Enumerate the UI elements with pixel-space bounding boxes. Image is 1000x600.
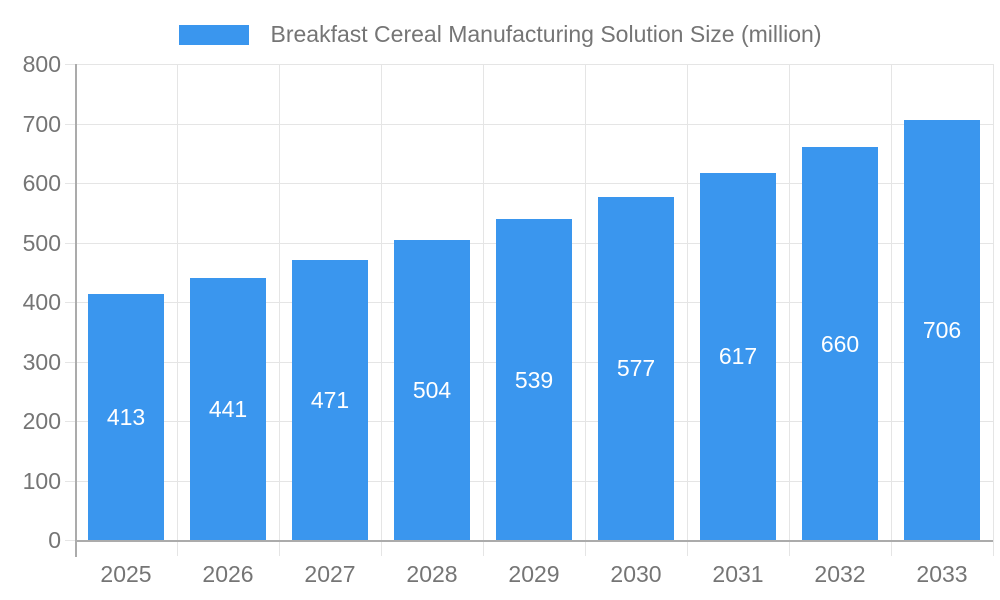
y-tick-label: 700 bbox=[22, 110, 61, 137]
gridline-vertical bbox=[789, 64, 790, 540]
y-axis-tick bbox=[65, 302, 75, 303]
y-tick-label: 100 bbox=[22, 467, 61, 494]
bar-value-label: 706 bbox=[922, 316, 962, 343]
y-tick-label: 800 bbox=[22, 51, 61, 77]
legend[interactable]: Breakfast Cereal Manufacturing Solution … bbox=[0, 21, 1000, 48]
bar[interactable] bbox=[598, 196, 674, 540]
bar[interactable] bbox=[700, 172, 776, 540]
x-tick-label: 2029 bbox=[508, 561, 560, 587]
x-axis-tick bbox=[993, 540, 994, 556]
y-tick-label: 400 bbox=[22, 289, 61, 315]
y-tick-label: 600 bbox=[22, 170, 61, 196]
y-axis-tick bbox=[65, 183, 75, 184]
gridline-vertical bbox=[585, 64, 586, 540]
bar-value-label: 504 bbox=[412, 377, 452, 404]
x-tick-label: 2028 bbox=[406, 561, 458, 587]
gridline-vertical bbox=[483, 64, 484, 540]
x-tick-label: 2025 bbox=[100, 561, 152, 587]
x-tick-label: 2031 bbox=[712, 561, 764, 587]
legend-label: Breakfast Cereal Manufacturing Solution … bbox=[270, 21, 822, 47]
bar[interactable] bbox=[88, 294, 164, 540]
y-tick-label: 0 bbox=[48, 527, 61, 553]
y-axis-tick bbox=[65, 540, 75, 541]
x-tick-label: 2032 bbox=[814, 561, 866, 587]
y-axis-tick bbox=[65, 242, 75, 244]
gridline-vertical bbox=[279, 64, 280, 540]
y-axis-line bbox=[75, 64, 77, 557]
x-tick-label: 2030 bbox=[610, 561, 662, 587]
x-tick-label: 2027 bbox=[304, 561, 356, 587]
gridline-vertical bbox=[891, 64, 892, 540]
bar-value-label: 539 bbox=[514, 366, 554, 393]
gridline-horizontal bbox=[75, 64, 993, 65]
bar[interactable] bbox=[292, 259, 368, 540]
y-axis-tick bbox=[65, 64, 75, 65]
gridline-vertical bbox=[177, 64, 178, 540]
bar-value-label: 471 bbox=[310, 386, 350, 413]
gridline-horizontal bbox=[75, 183, 993, 184]
x-axis-tick bbox=[483, 540, 484, 556]
bar-value-label: 441 bbox=[208, 395, 248, 422]
y-tick-label: 300 bbox=[22, 348, 61, 375]
x-axis-tick bbox=[585, 540, 586, 556]
bar-value-label: 577 bbox=[616, 355, 656, 382]
bar-value-label: 660 bbox=[820, 330, 860, 357]
y-axis-tick bbox=[65, 361, 75, 363]
x-axis-tick bbox=[381, 540, 382, 556]
x-axis-line bbox=[75, 540, 993, 542]
x-axis-tick bbox=[687, 540, 688, 556]
bar[interactable] bbox=[904, 119, 980, 540]
gridline-vertical bbox=[381, 64, 382, 540]
x-axis-tick bbox=[279, 540, 280, 556]
x-axis-tick bbox=[891, 540, 892, 556]
y-tick-label: 500 bbox=[22, 229, 61, 256]
y-axis-tick bbox=[65, 480, 75, 482]
gridline-vertical bbox=[687, 64, 688, 540]
y-axis-tick bbox=[65, 123, 75, 125]
x-axis-tick bbox=[789, 540, 790, 556]
x-tick-label: 2033 bbox=[916, 561, 968, 587]
bar[interactable] bbox=[802, 147, 878, 540]
y-axis-tick bbox=[65, 421, 75, 422]
x-axis-tick bbox=[177, 540, 178, 556]
gridline-vertical bbox=[993, 64, 994, 540]
bar[interactable] bbox=[190, 277, 266, 540]
legend-swatch bbox=[178, 24, 249, 45]
x-tick-label: 2026 bbox=[202, 561, 254, 587]
bar[interactable] bbox=[394, 240, 470, 540]
bar-value-label: 617 bbox=[718, 343, 758, 370]
bar[interactable] bbox=[496, 219, 572, 540]
gridline-horizontal bbox=[75, 123, 993, 125]
y-tick-label: 200 bbox=[22, 408, 61, 434]
bar-value-label: 413 bbox=[106, 404, 146, 431]
